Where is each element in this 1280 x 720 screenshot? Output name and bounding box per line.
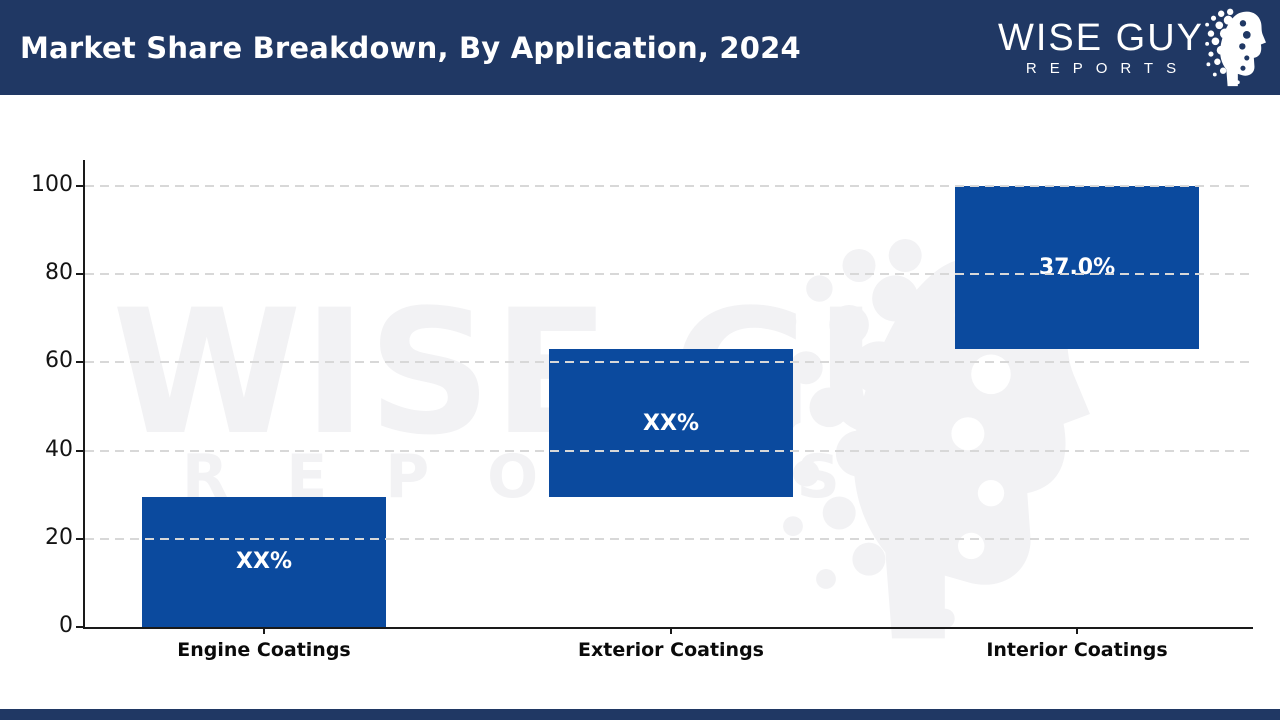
- y-tick-label-40: 40: [45, 436, 73, 462]
- bar-value-label-engine-coatings: XX%: [236, 549, 292, 575]
- gridline-100: [85, 185, 1253, 187]
- y-axis: [83, 160, 85, 629]
- bar-value-label-exterior-coatings: XX%: [643, 410, 699, 436]
- x-axis: [83, 627, 1253, 629]
- plot-area: 0 20 40 60 80 100 XX% XX% 37.0% Engine Coatings Ex…: [31, 160, 1253, 661]
- page-title: Market Share Breakdown, By Application, …: [20, 30, 801, 65]
- bar-interior-coatings: 37.0%: [955, 186, 1199, 350]
- logo-subtitle: REPORTS: [1025, 59, 1190, 77]
- footer-bar: [0, 709, 1280, 720]
- gridline-80: [85, 273, 1253, 276]
- x-tick-mark-interior-coatings: [1076, 627, 1078, 634]
- header-bar: Market Share Breakdown, By Application, …: [0, 0, 1280, 95]
- bar-engine-coatings: XX%: [142, 496, 386, 627]
- y-tick-label-60: 60: [45, 348, 73, 374]
- gridline-40: [85, 449, 1253, 452]
- y-tick-mark-40: [76, 449, 84, 452]
- wiseguy-face-logo-icon: [1205, 8, 1266, 86]
- y-tick-mark-0: [76, 626, 84, 628]
- y-tick-mark-20: [76, 537, 84, 540]
- gridline-60: [85, 361, 1253, 364]
- x-tick-mark-exterior-coatings: [670, 627, 672, 634]
- wiseguy-logo-text: WISE GUY REPORTS: [997, 17, 1204, 77]
- x-tick-mark-engine-coatings: [263, 627, 265, 634]
- bar-value-label-interior-coatings: 37.0%: [1038, 255, 1116, 281]
- y-tick-mark-100: [76, 185, 84, 187]
- x-tick-label-engine-coatings: Engine Coatings: [177, 639, 351, 661]
- x-tick-label-interior-coatings: Interior Coatings: [986, 639, 1168, 661]
- x-tick-label-exterior-coatings: Exterior Coatings: [578, 639, 764, 661]
- y-tick-label-100: 100: [31, 172, 73, 197]
- y-tick-label-20: 20: [45, 524, 73, 550]
- y-tick-mark-80: [76, 273, 84, 276]
- wiseguy-logo: WISE GUY REPORTS: [998, 8, 1280, 88]
- logo-wordmark: WISE GUY: [997, 17, 1204, 60]
- gridline-20: [85, 537, 1253, 540]
- y-tick-label-0: 0: [59, 613, 73, 638]
- chart-area: WISE GUY REPORTS 020406080100XX%XX%37.0%…: [0, 95, 1280, 709]
- y-tick-label-80: 80: [45, 260, 73, 286]
- y-tick-mark-60: [76, 361, 84, 364]
- bar-exterior-coatings: XX%: [549, 349, 793, 497]
